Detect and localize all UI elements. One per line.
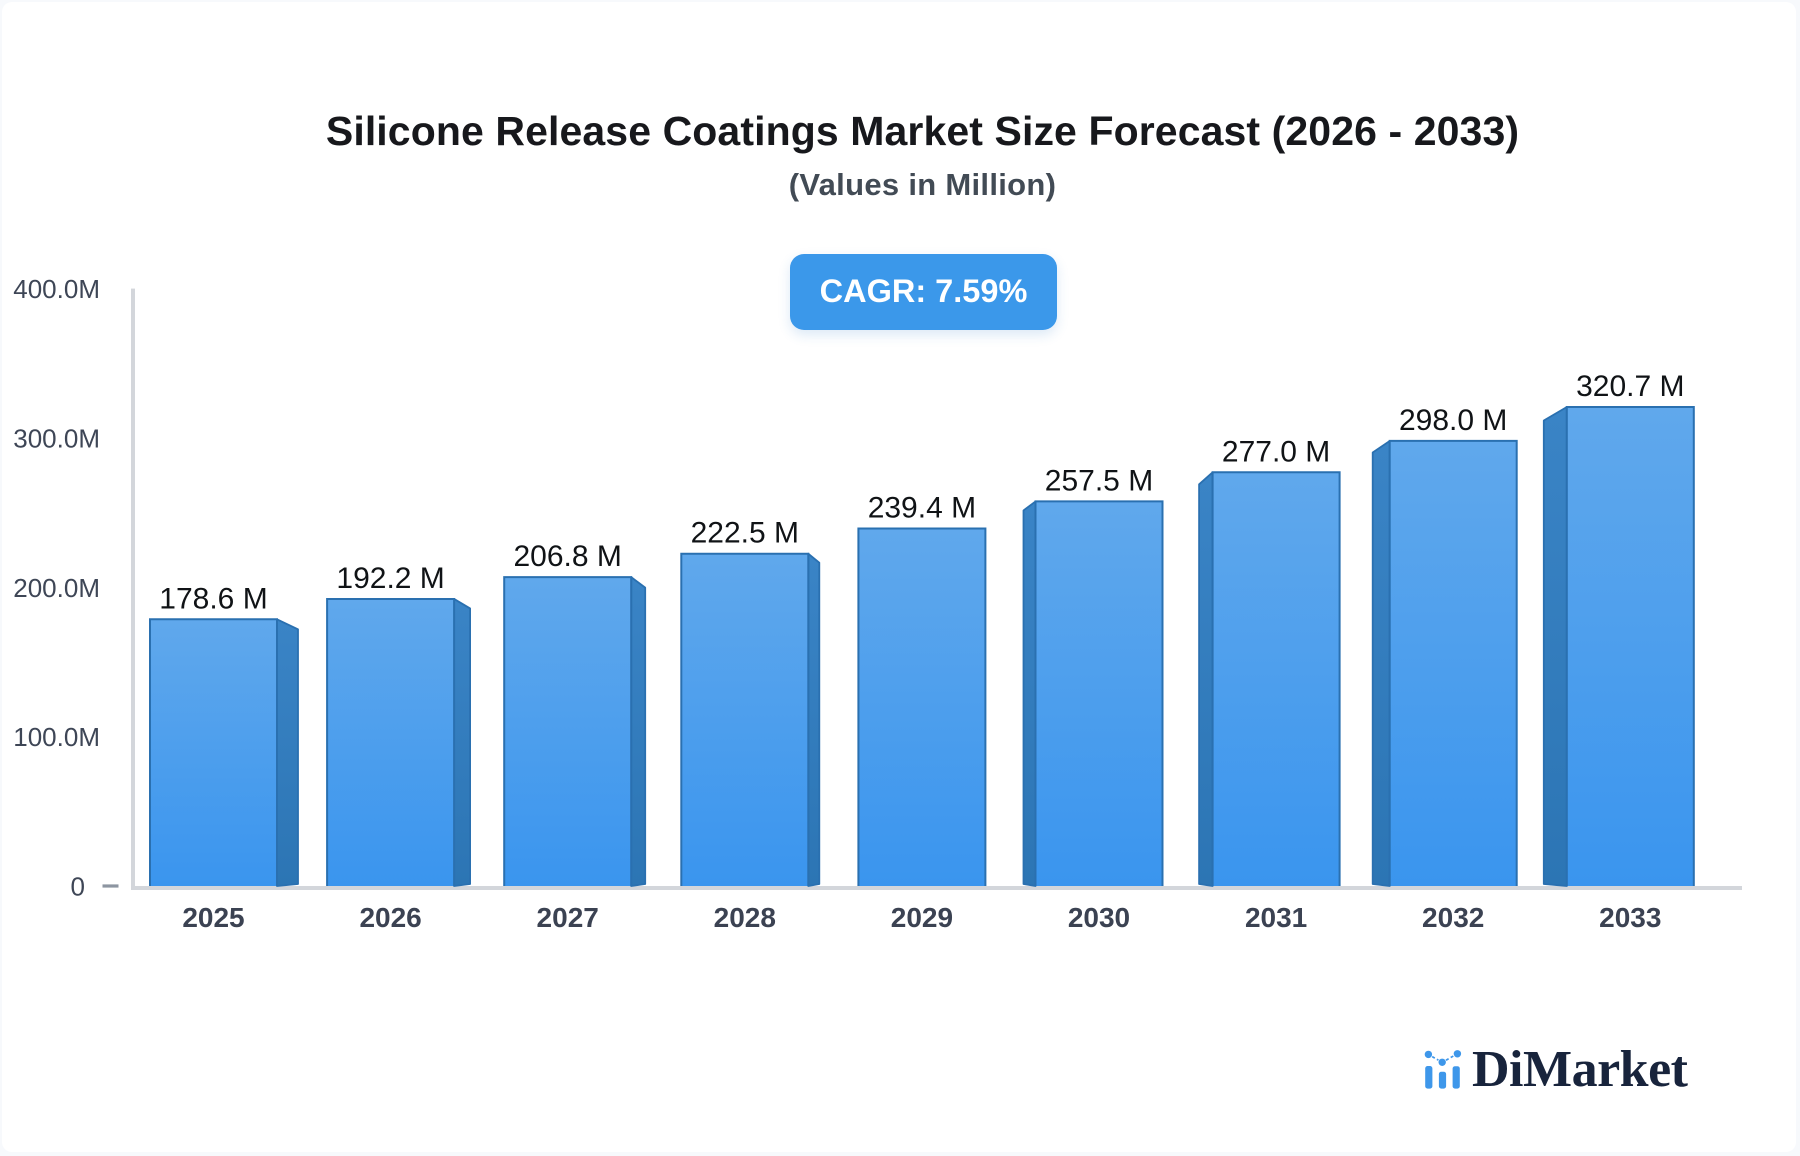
bar-group-2033: 320.7 M 2033 — [1542, 370, 1695, 933]
bar-side-2027 — [630, 576, 647, 887]
bar-group-2030: 257.5 M 2030 — [1022, 464, 1164, 933]
x-axis-line — [131, 886, 1742, 890]
y-tick-label-400.0M: 400.0M — [13, 274, 100, 304]
bar-2026 — [326, 597, 456, 886]
logo-bar-right — [1452, 1066, 1460, 1089]
logo-dot-middle — [1438, 1058, 1446, 1066]
x-tick-label-2033: 2033 — [1599, 902, 1661, 933]
bar-side-2025 — [276, 618, 299, 887]
bar-2027 — [503, 576, 633, 886]
bar-group-2025: 178.6 M 2025 — [149, 582, 299, 933]
bar-2029 — [857, 527, 987, 886]
y-tick-label-0: 0 — [71, 872, 85, 902]
x-tick-label-2029: 2029 — [891, 902, 953, 933]
bar-group-2029: 239.4 M 2029 — [857, 491, 987, 933]
x-tick-label-2032: 2032 — [1422, 902, 1484, 933]
value-label-2029: 239.4 M — [868, 491, 976, 524]
bar-side-2026 — [453, 598, 472, 887]
chart-subtitle: (Values in Million) — [788, 167, 1057, 202]
zero-tick-mark — [102, 884, 119, 888]
bar-2033 — [1565, 406, 1695, 886]
x-tick-label-2030: 2030 — [1068, 902, 1130, 933]
bar-2025 — [149, 618, 278, 886]
logo-dot-right — [1453, 1050, 1462, 1058]
x-tick-label-2027: 2027 — [537, 902, 599, 933]
brand-logo-text: DiMarket — [1472, 1041, 1688, 1099]
value-label-2026: 192.2 M — [336, 562, 444, 595]
bar-side-2032 — [1371, 440, 1391, 887]
y-tick-label-300.0M: 300.0M — [13, 423, 100, 453]
bar-side-2030 — [1022, 500, 1037, 887]
logo-dot-left — [1424, 1050, 1433, 1059]
y-tick-label-200.0M: 200.0M — [13, 573, 100, 603]
cagr-badge-label: CAGR: 7.59% — [819, 272, 1028, 309]
value-label-2033: 320.7 M — [1576, 370, 1684, 403]
value-label-2027: 206.8 M — [513, 540, 621, 573]
x-tick-label-2028: 2028 — [714, 902, 776, 933]
value-label-2025: 178.6 M — [159, 582, 267, 615]
bar-group-2028: 222.5 M 2028 — [680, 517, 821, 933]
bar-side-2031 — [1198, 471, 1214, 887]
value-label-2028: 222.5 M — [691, 517, 799, 550]
logo-trend-line — [1431, 1055, 1455, 1061]
bar-group-2032: 298.0 M 2032 — [1371, 404, 1518, 933]
x-tick-label-2031: 2031 — [1245, 902, 1307, 933]
bar-side-2033 — [1542, 406, 1568, 887]
x-tick-label-2025: 2025 — [182, 902, 244, 933]
brand-logo: DiMarket — [1424, 1041, 1714, 1104]
bar-2032 — [1388, 439, 1518, 886]
bar-side-2028 — [807, 552, 821, 887]
value-label-2031: 277.0 M — [1222, 435, 1330, 468]
bar-group-2031: 277.0 M 2031 — [1198, 435, 1341, 933]
bar-group-2027: 206.8 M 2027 — [503, 540, 647, 933]
logo-bar-middle — [1438, 1071, 1447, 1089]
logo-bar-left — [1425, 1066, 1433, 1089]
value-label-2030: 257.5 M — [1045, 464, 1153, 497]
cagr-badge: CAGR: 7.59% — [790, 254, 1057, 330]
chart-title: Silicone Release Coatings Market Size Fo… — [325, 108, 1520, 155]
y-tick-label-100.0M: 100.0M — [13, 722, 100, 752]
y-axis-line — [131, 288, 135, 891]
bar-2030 — [1034, 500, 1164, 886]
bar-line-chart-icon — [1424, 1050, 1462, 1089]
bar-2031 — [1211, 471, 1341, 886]
x-tick-label-2026: 2026 — [359, 902, 421, 933]
bar-group-2026: 192.2 M 2026 — [326, 562, 472, 933]
value-label-2032: 298.0 M — [1399, 404, 1507, 437]
bar-2028 — [680, 552, 810, 886]
